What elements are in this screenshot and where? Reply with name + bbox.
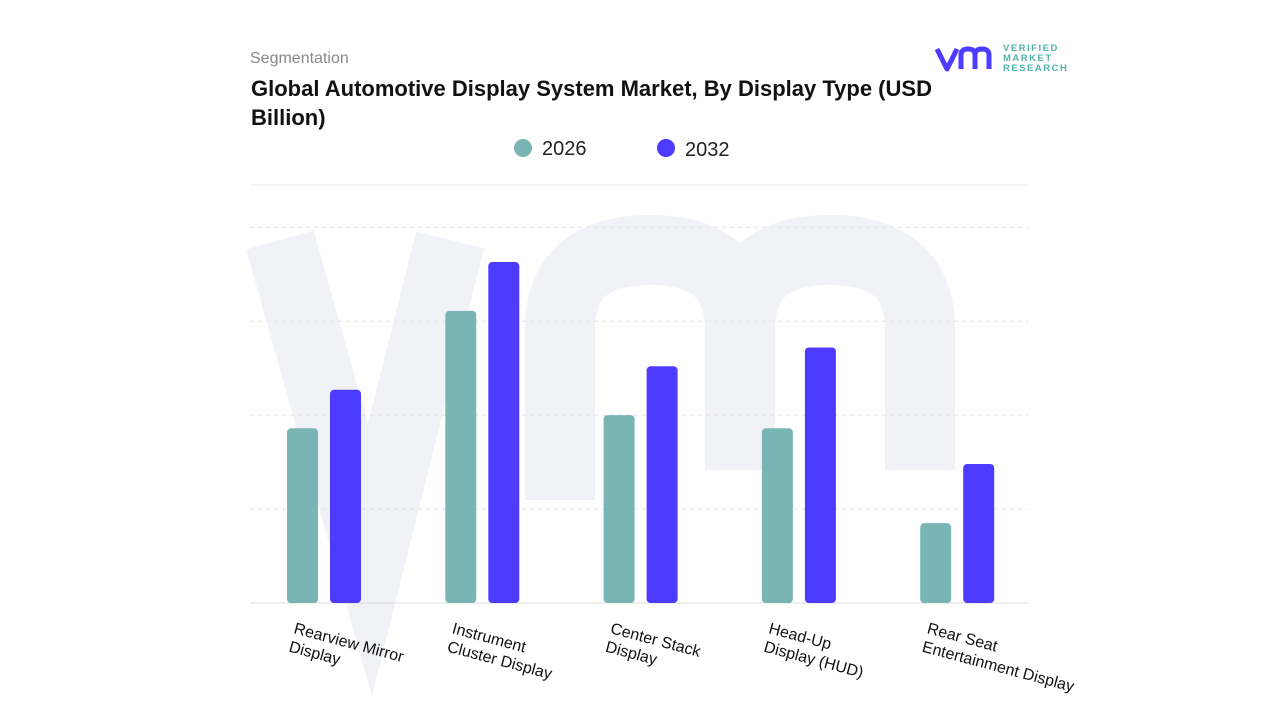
logo-line: MARKET (1003, 53, 1053, 64)
logo-line: VERIFIED (1003, 43, 1059, 54)
legend: 2026 2032 (514, 138, 730, 161)
watermark (246, 214, 955, 697)
legend-marker-2026 (514, 139, 532, 157)
bar-2032-3 (804, 347, 836, 603)
segment-label: Segmentation (250, 50, 349, 67)
vmr-logo-icon (935, 46, 992, 72)
chart-title: Global Automotive Display System Market,… (251, 76, 932, 130)
x-tick-label: Rear SeatEntertainment Display (920, 620, 1080, 695)
bar-2032-0 (330, 389, 361, 603)
bar-2032-2 (646, 366, 678, 603)
legend-label-2032: 2032 (685, 139, 730, 161)
x-tick-label: Head-UpDisplay (HUD) (762, 620, 870, 681)
logo: VERIFIED MARKET RESEARCH (935, 44, 1068, 74)
legend-label-2026: 2026 (542, 138, 587, 160)
logo-line: RESEARCH (1003, 63, 1069, 74)
bar-2026-3 (761, 428, 793, 603)
bar-2026-1 (445, 310, 477, 603)
bar-2032-1 (488, 262, 520, 603)
bar-2026-4 (920, 523, 952, 603)
bar-2026-0 (287, 428, 318, 603)
bar-2032-4 (963, 463, 995, 603)
x-tick-label: InstrumentCluster Display (445, 620, 558, 683)
x-tick-label: Center StackDisplay (604, 620, 704, 679)
legend-marker-2032 (657, 139, 675, 157)
bar-2026-2 (603, 415, 635, 603)
